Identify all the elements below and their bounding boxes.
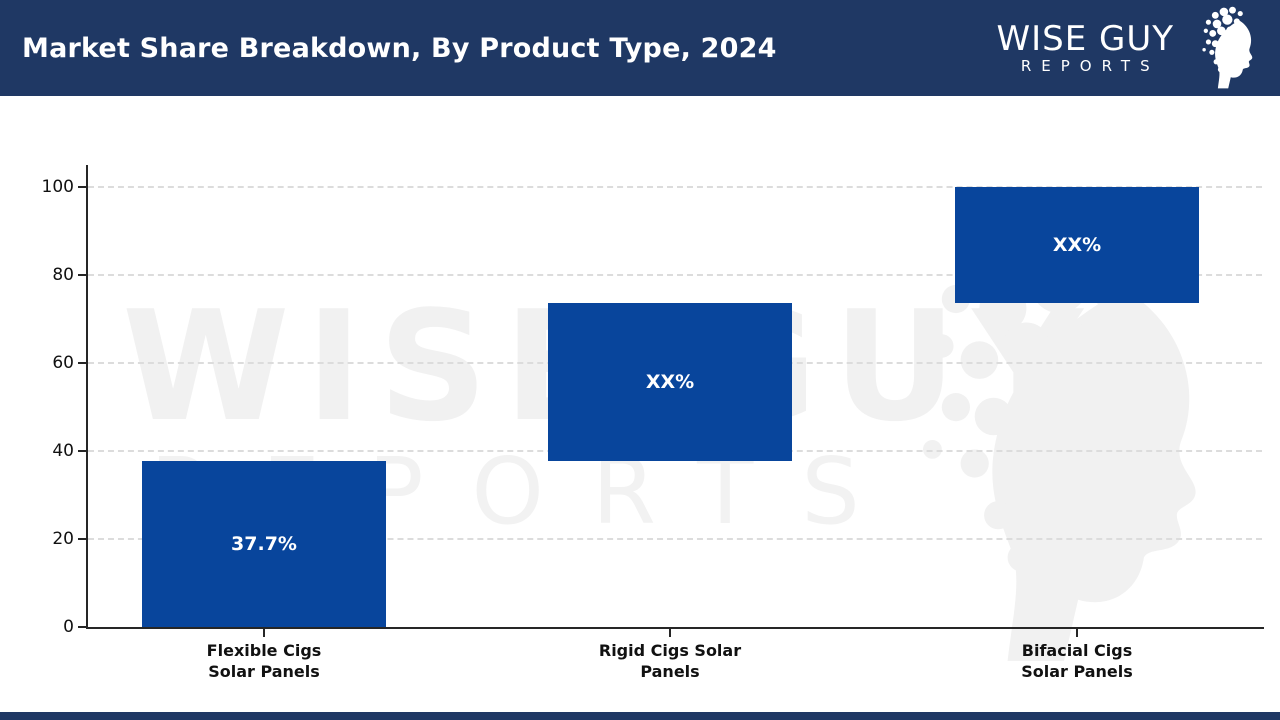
xtick-2 bbox=[669, 629, 671, 637]
bar-segment-2: XX% bbox=[548, 303, 792, 462]
y-axis-spine bbox=[86, 165, 88, 629]
logo-face-icon bbox=[1168, 5, 1254, 91]
ytick-label-20: 20 bbox=[52, 529, 74, 549]
ytick-80 bbox=[78, 274, 88, 276]
ytick-label-60: 60 bbox=[52, 353, 74, 373]
gridline-100 bbox=[88, 186, 1262, 188]
gridline-80 bbox=[88, 274, 1262, 276]
bar-segment-1: 37.7% bbox=[142, 461, 386, 627]
xtick-3 bbox=[1076, 629, 1078, 637]
wiseguy-logo: WISE GUY REPORTS bbox=[996, 5, 1254, 91]
ytick-40 bbox=[78, 450, 88, 452]
x-category-label-3: Bifacial Cigs Solar Panels bbox=[927, 640, 1227, 682]
x-category-label-line: Solar Panels bbox=[208, 662, 320, 681]
bar-segment-3: XX% bbox=[955, 187, 1199, 304]
logo-wordmark: WISE GUY bbox=[996, 19, 1174, 59]
x-category-label-line: Rigid Cigs Solar bbox=[598, 641, 742, 660]
ytick-label-0: 0 bbox=[63, 617, 74, 637]
logo-text: WISE GUY REPORTS bbox=[996, 21, 1174, 75]
x-category-label-1: Flexible Cigs Solar Panels bbox=[114, 640, 414, 682]
gridline-20 bbox=[88, 538, 1262, 540]
x-category-label-2: Rigid Cigs Solar Panels bbox=[520, 640, 820, 682]
chart-title: Market Share Breakdown, By Product Type,… bbox=[22, 32, 777, 64]
x-category-label-line: Panels bbox=[640, 662, 700, 681]
x-axis-spine bbox=[86, 627, 1264, 629]
bar-value-label-2: XX% bbox=[645, 371, 695, 394]
header-bar: Market Share Breakdown, By Product Type,… bbox=[0, 0, 1280, 96]
logo-subtext: REPORTS bbox=[1020, 57, 1160, 75]
xtick-1 bbox=[263, 629, 265, 637]
ytick-0 bbox=[78, 626, 88, 628]
ytick-label-40: 40 bbox=[52, 441, 74, 461]
x-category-label-line: Solar Panels bbox=[1021, 662, 1133, 681]
bar-value-label-3: XX% bbox=[1052, 234, 1102, 257]
ytick-label-100: 100 bbox=[41, 177, 74, 197]
x-category-label-line: Flexible Cigs bbox=[206, 641, 322, 660]
bar-value-label-1: 37.7% bbox=[231, 533, 297, 556]
ytick-100 bbox=[78, 186, 88, 188]
ytick-60 bbox=[78, 362, 88, 364]
footer-bar bbox=[0, 712, 1280, 720]
ytick-20 bbox=[78, 538, 88, 540]
x-category-label-line: Bifacial Cigs bbox=[1021, 641, 1133, 660]
ytick-label-80: 80 bbox=[52, 265, 74, 285]
